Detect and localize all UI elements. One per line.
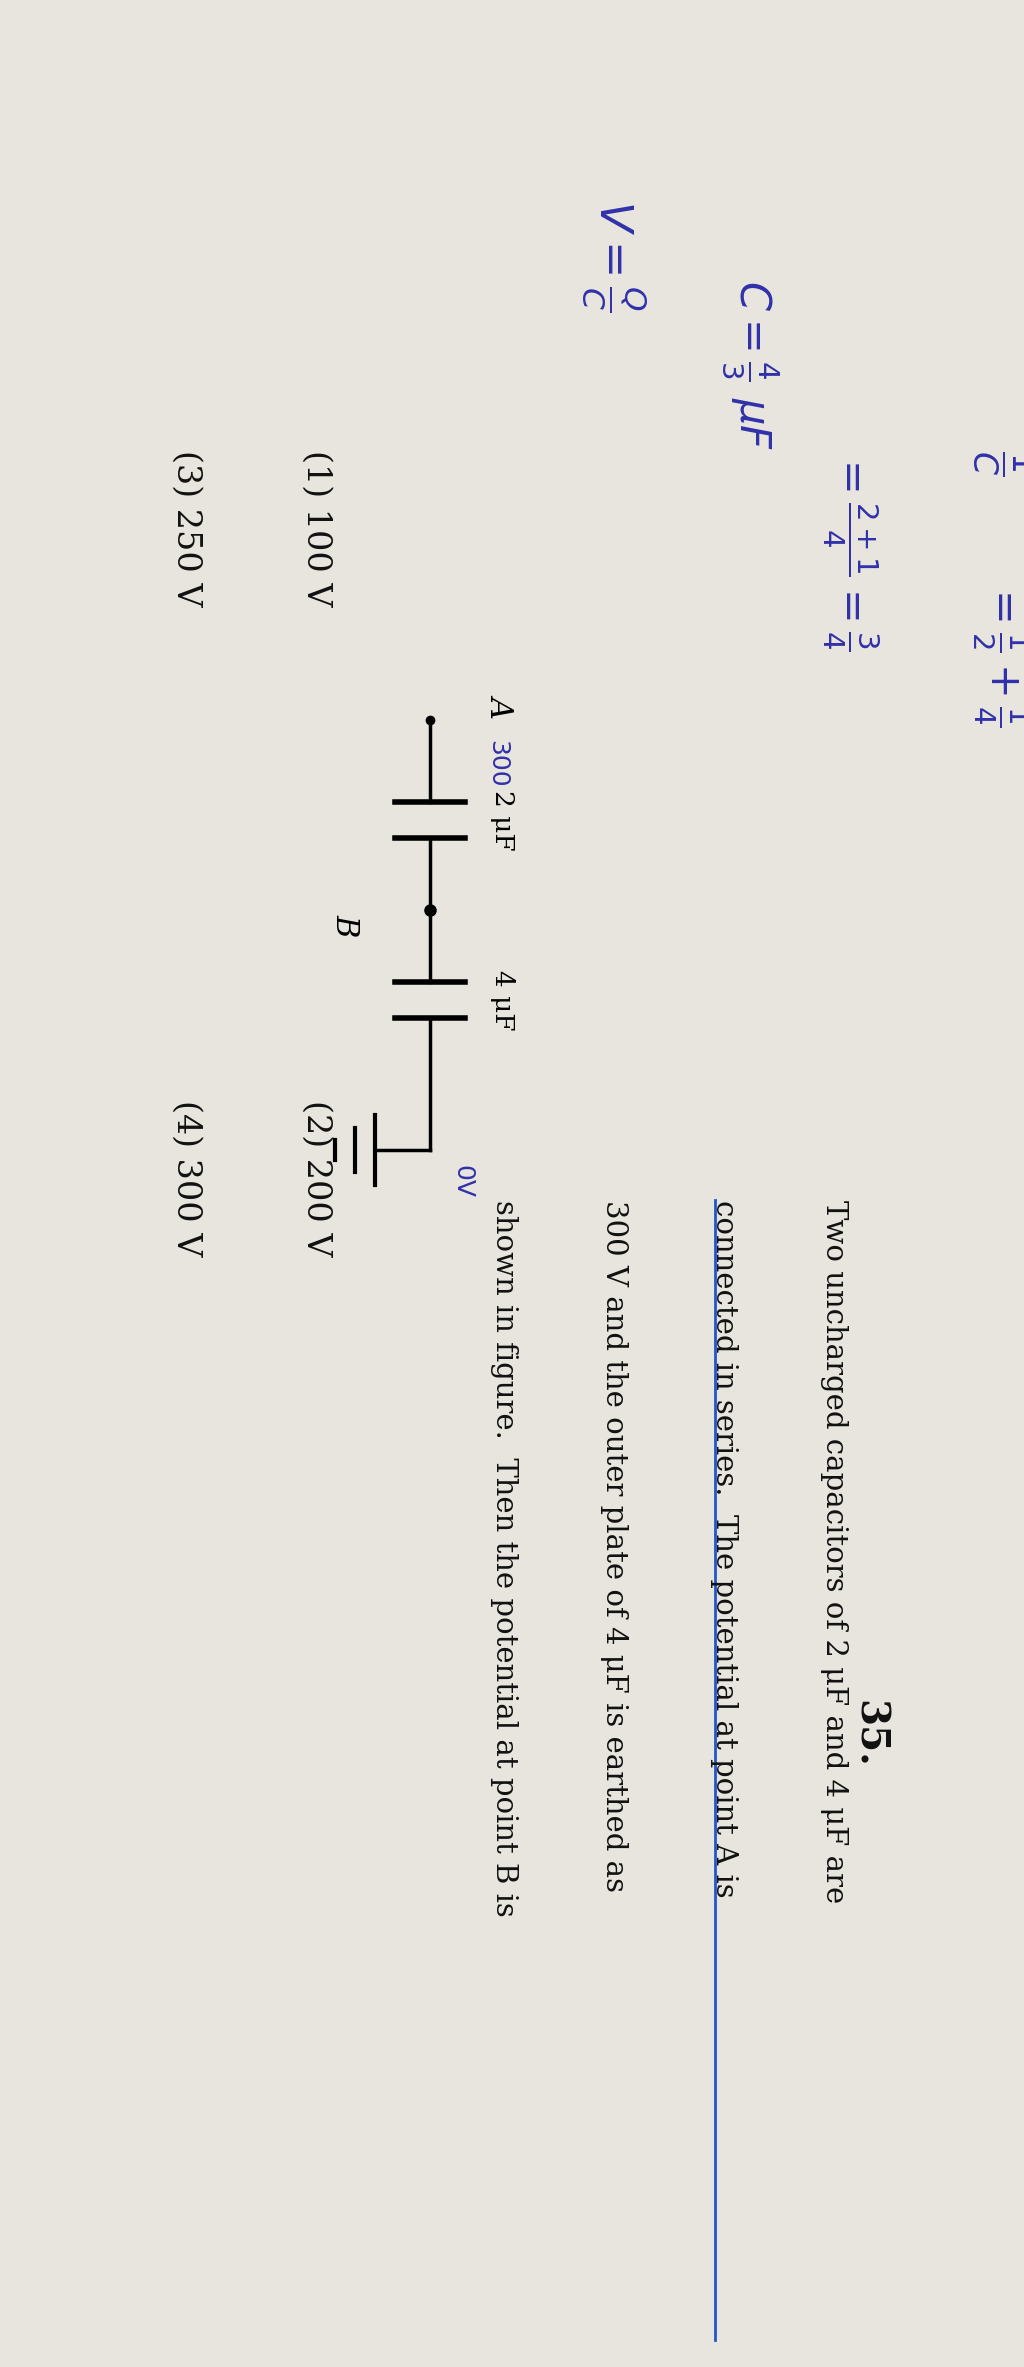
Text: connected in series.  The potential at point A is: connected in series. The potential at po…	[710, 1200, 738, 1898]
Text: $C = \frac{4}{3}\ \mu F$: $C = \frac{4}{3}\ \mu F$	[720, 279, 780, 450]
Text: 35.: 35.	[850, 1700, 888, 1768]
Text: (4) 300 V: (4) 300 V	[170, 1101, 202, 1257]
Text: 300 V and the outer plate of 4 μF is earthed as: 300 V and the outer plate of 4 μF is ear…	[600, 1200, 628, 1891]
Text: 300: 300	[485, 741, 509, 788]
Text: (3) 250 V: (3) 250 V	[170, 450, 202, 606]
Text: $\frac{1}{C}$: $\frac{1}{C}$	[970, 450, 1024, 476]
Text: 4 μF: 4 μF	[490, 970, 515, 1030]
Text: shown in figure.  Then the potential at point B is: shown in figure. Then the potential at p…	[490, 1200, 518, 1917]
Text: $= \frac{1}{2} + \frac{1}{4}$: $= \frac{1}{2} + \frac{1}{4}$	[970, 580, 1024, 727]
Text: $V = \frac{Q}{C}$: $V = \frac{Q}{C}$	[580, 199, 649, 312]
Text: $= \frac{2+1}{4} = \frac{3}{4}$: $= \frac{2+1}{4} = \frac{3}{4}$	[820, 450, 882, 651]
Text: 2 μF: 2 μF	[490, 791, 515, 850]
Text: A: A	[485, 694, 516, 715]
Text: Two uncharged capacitors of 2 μF and 4 μF are: Two uncharged capacitors of 2 μF and 4 μ…	[820, 1200, 848, 1903]
Text: (1) 100 V: (1) 100 V	[300, 450, 332, 606]
Text: 0V: 0V	[450, 1165, 474, 1198]
Text: B: B	[329, 914, 360, 937]
Text: (2) 200 V: (2) 200 V	[300, 1101, 332, 1257]
